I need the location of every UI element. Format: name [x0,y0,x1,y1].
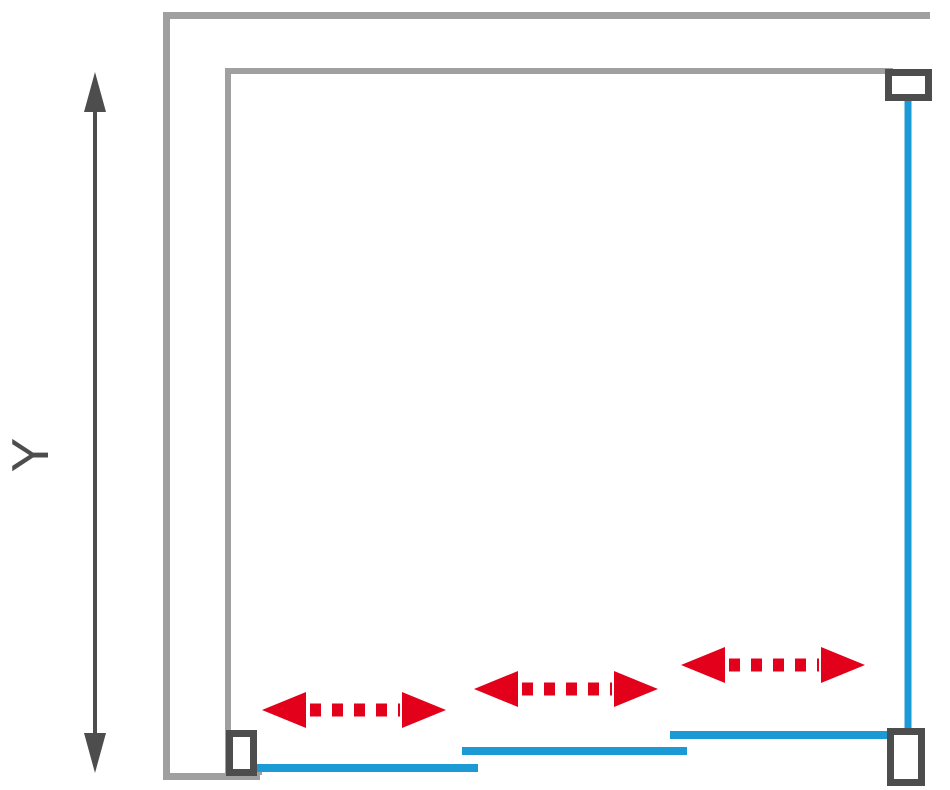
profile-brackets [226,69,932,786]
dimension-y-arrowhead-top [84,72,106,112]
slide-arrow-upper [681,647,865,683]
dimension-y-group: Y [2,72,106,773]
dimension-y-arrowhead-bottom [84,733,106,773]
dimension-y-label: Y [2,438,60,473]
glass-panels [253,98,912,772]
inner-wall-frame [225,68,893,775]
top-right-roller-bracket [885,69,932,101]
outer-wall-frame [163,12,930,780]
motion-arrows [262,647,865,728]
slide-arrow-middle [474,671,658,707]
bottom-right-wall-profile [887,728,925,786]
bottom-left-wall-profile [226,730,257,776]
slide-arrow-lower [262,692,446,728]
